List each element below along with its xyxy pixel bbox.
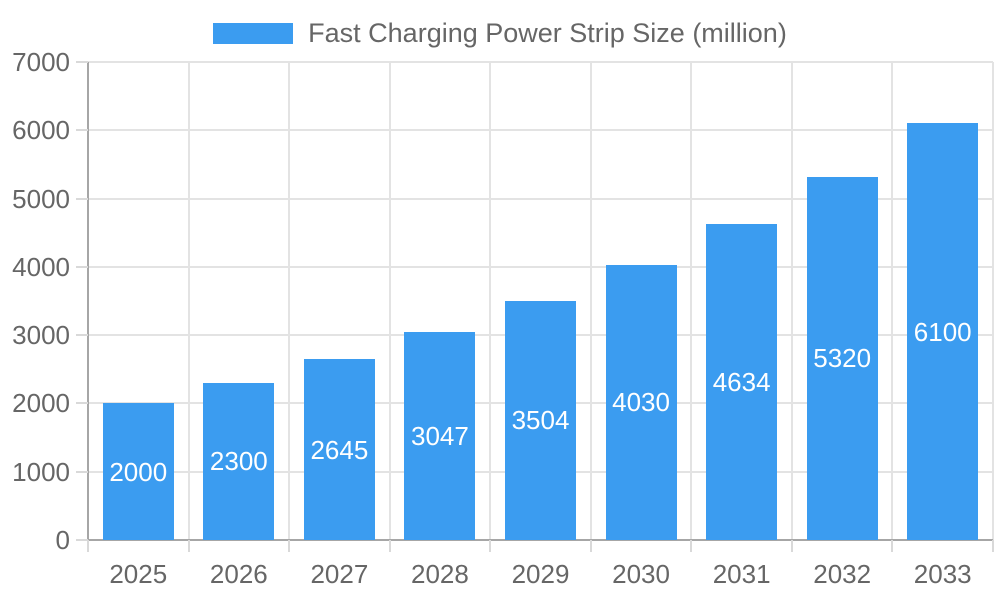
x-tick-label: 2028 [411,559,469,589]
x-tick-label: 2027 [310,559,369,589]
bar[interactable]: 5320 [806,176,878,540]
bar-value-label: 2300 [209,446,268,477]
x-axis-tick [891,540,894,552]
y-axis-tick [76,539,88,541]
legend-label: Fast Charging Power Strip Size (million) [308,18,787,48]
bar[interactable]: 4030 [605,264,677,540]
y-gridline [88,61,993,63]
y-gridline [88,265,993,268]
bar[interactable]: 2300 [203,382,275,540]
x-gridline [388,62,391,540]
y-tick-label: 0 [55,525,70,555]
bar[interactable]: 3504 [505,300,576,540]
y-axis-line [87,62,89,540]
bar[interactable]: 2000 [102,403,174,540]
x-tick-label: 2031 [712,559,771,589]
x-gridline [288,62,291,540]
x-tick-label: 2026 [209,559,268,589]
plot-area: 2000 2300 2645 3047 3504 4030 4634 5320 6100 [87,61,994,541]
y-tick-label: 1000 [12,456,70,487]
y-tick-label: 5000 [12,183,70,214]
x-tick-label: 2032 [813,559,872,589]
x-gridline [489,62,492,540]
x-tick-label: 2029 [511,559,570,589]
x-gridline [187,62,190,540]
x-axis-tick [187,540,190,552]
legend[interactable]: Fast Charging Power Strip Size (million) [0,18,1000,48]
x-tick-label: 2033 [913,559,972,589]
x-axis-tick [589,540,592,552]
x-axis-tick [489,540,492,552]
x-gridline [891,62,894,540]
bar-value-label: 4030 [612,387,670,418]
bar-value-label: 4634 [712,366,771,397]
x-axis-tick [790,540,793,552]
y-tick-label: 3000 [12,320,70,351]
x-axis-tick [288,540,291,552]
bar-value-label: 6100 [913,316,972,347]
bar-value-label: 5320 [813,343,872,374]
y-gridline [88,129,993,132]
x-gridline [589,62,592,540]
bar-value-label: 3504 [511,405,570,436]
y-gridline [88,197,993,200]
x-gridline [992,62,994,540]
bar[interactable]: 3047 [404,331,476,540]
x-axis-tick [690,540,693,552]
y-axis-tick [76,402,88,405]
x-tick-label: 2030 [612,559,670,589]
x-axis-line [88,539,993,541]
legend-swatch [213,22,294,44]
bar-value-label: 3047 [411,420,469,451]
y-axis-tick [76,470,88,473]
x-gridline [690,62,693,540]
bar[interactable]: 2645 [303,359,375,540]
y-axis-tick [76,197,88,200]
x-axis-tick [992,540,994,552]
y-axis-tick [76,129,88,132]
y-tick-label: 4000 [12,251,70,282]
bar[interactable]: 4634 [706,223,778,540]
x-axis-tick [388,540,391,552]
bar[interactable]: 6100 [907,123,979,540]
x-tick-label: 2025 [109,559,168,589]
x-gridline [790,62,793,540]
y-tick-label: 2000 [12,388,70,419]
y-axis-tick [76,61,88,63]
y-tick-label: 6000 [12,115,70,146]
x-axis-tick [87,540,89,552]
y-axis-tick [76,334,88,337]
bar-value-label: 2000 [109,456,168,487]
y-tick-label: 7000 [12,47,70,77]
bar-value-label: 2645 [310,434,369,465]
y-axis-tick [76,265,88,268]
